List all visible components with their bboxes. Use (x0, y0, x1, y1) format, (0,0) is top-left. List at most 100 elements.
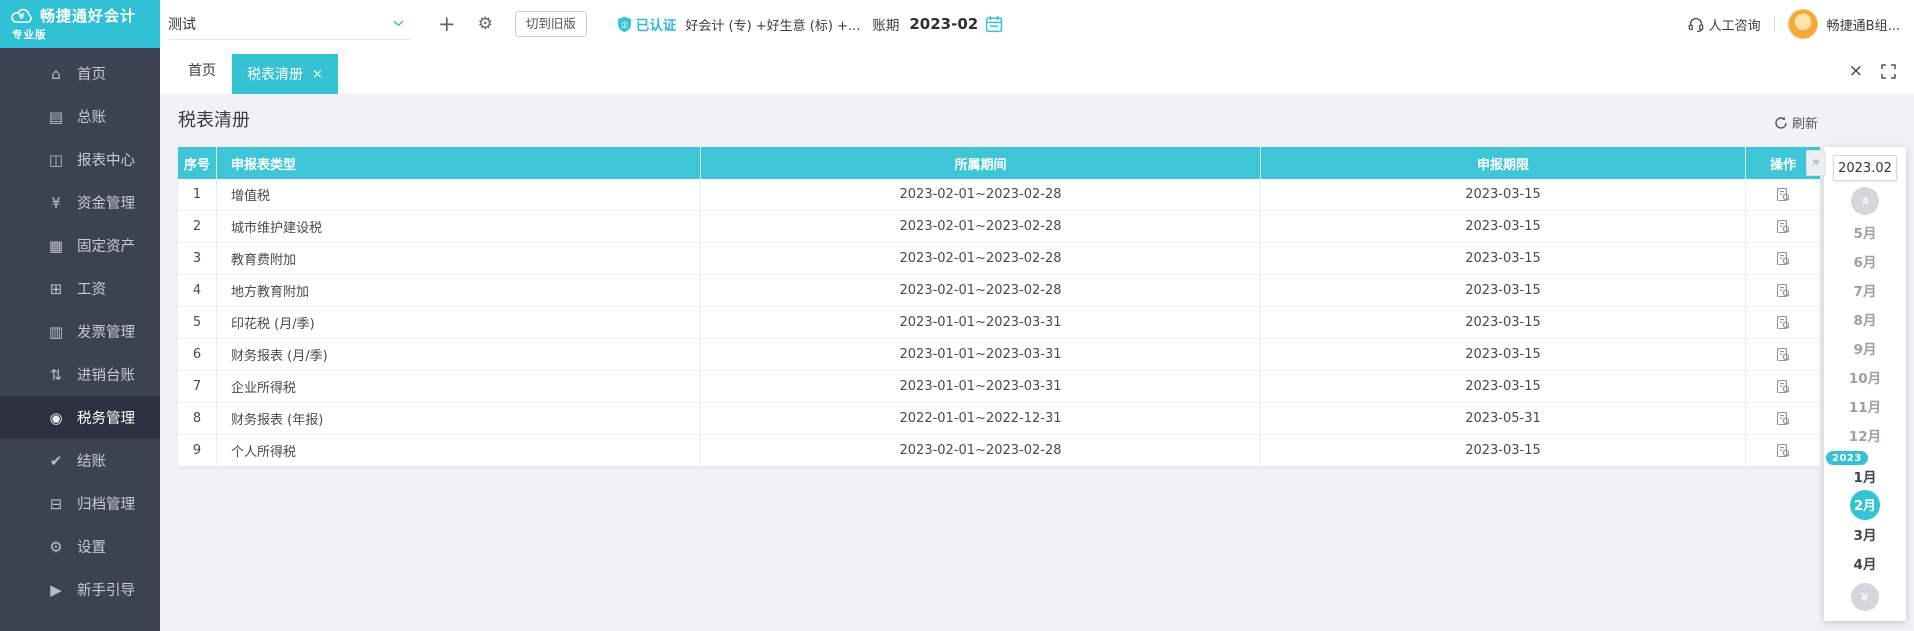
table-row: 8 财务报表 (年报) 2022-01-01~2022-12-31 2023-05-3… (178, 403, 1820, 435)
table-header-row: 序号 申报表类型 所属期间 申报期限 操作 (178, 147, 1820, 179)
support-link[interactable]: 人工咨询 (1688, 15, 1761, 34)
sidebar-item-label: 进销台账 (77, 368, 135, 384)
view-report-icon[interactable] (1775, 315, 1791, 331)
current-period-display[interactable]: 2023.02 (1833, 155, 1897, 181)
period-range: 2023-02-01~2023-02-28 (700, 435, 1260, 466)
row-number: 4 (192, 283, 202, 298)
double-chevron-right-icon[interactable]: » (1806, 150, 1826, 176)
table-row: 5 印花税 (月/季) 2023-01-01~2023-03-31 2023-03-1… (178, 307, 1820, 339)
sidebar-item-label: 归档管理 (77, 497, 135, 513)
sidebar-item-label: 固定资产 (77, 239, 135, 255)
switch-old-version-button[interactable]: 切到旧版 (514, 11, 587, 37)
month-item[interactable]: 6月 (1853, 254, 1877, 271)
main-content: 税表清册 刷新 序号 申报表类型 所属期间 申报期限 操作 1 增值税 2023-02-01~… (160, 94, 1914, 631)
refresh-label: 刷新 (1791, 117, 1818, 132)
sidebar-item[interactable]: ¥ 资金管理 (0, 181, 160, 224)
row-number: 7 (192, 379, 202, 394)
view-report-icon[interactable] (1775, 347, 1791, 363)
month-item[interactable]: 9月 (1853, 341, 1877, 358)
deadline: 2023-03-15 (1260, 307, 1745, 338)
table-row: 6 财务报表 (月/季) 2023-01-01~2023-03-31 2023-03-… (178, 339, 1820, 371)
deadline: 2023-03-15 (1260, 275, 1745, 306)
close-icon[interactable]: × (1848, 60, 1863, 81)
sidebar-item[interactable]: ✔ 结账 (0, 439, 160, 482)
sidebar-item[interactable]: ▶ 新手引导 (0, 568, 160, 611)
view-report-icon[interactable] (1775, 251, 1791, 267)
view-report-icon[interactable] (1775, 411, 1791, 427)
guide-icon: ▶ (50, 580, 62, 599)
month-item[interactable]: 1月 (1853, 469, 1877, 486)
month-item[interactable]: 7月 (1853, 283, 1877, 300)
cloud-yuan-icon: ¥ (10, 7, 34, 24)
sidebar-item[interactable]: ⚙ 设置 (0, 525, 160, 568)
action-cell (1745, 243, 1820, 274)
sidebar-item[interactable]: ▥ 发票管理 (0, 310, 160, 353)
sidebar-item[interactable]: ⊟ 归档管理 (0, 482, 160, 525)
month-item[interactable]: 10月 (1848, 370, 1882, 387)
view-report-icon[interactable] (1775, 379, 1791, 395)
table-row: 2 城市维护建设税 2023-02-01~2023-02-28 2023-03-15 (178, 211, 1820, 243)
user-name[interactable]: 畅捷通B组... (1826, 18, 1900, 34)
sidebar-item[interactable]: ⇅ 进销台账 (0, 353, 160, 396)
tax-icon: ◉ (49, 408, 63, 427)
sidebar-item[interactable]: ⊞ 工资 (0, 267, 160, 310)
tab-item[interactable]: 首页 (172, 48, 232, 94)
report-type: 增值税 (216, 179, 700, 210)
view-report-icon[interactable] (1775, 187, 1791, 203)
table-row: 4 地方教育附加 2023-02-01~2023-02-28 2023-03-15 (178, 275, 1820, 307)
calendar-icon[interactable] (985, 15, 1003, 33)
view-report-icon[interactable] (1775, 443, 1791, 459)
deadline: 2023-05-31 (1260, 403, 1745, 434)
sidebar-item[interactable]: ⌂ 首页 (0, 52, 160, 95)
certified-label: 已认证 (635, 18, 677, 34)
table-row: 1 增值税 2023-02-01~2023-02-28 2023-03-15 (178, 179, 1820, 211)
chevron-down-icon (393, 20, 404, 27)
gear-icon[interactable]: ⚙ (477, 13, 493, 34)
headset-icon (1688, 16, 1704, 32)
funds-icon: ¥ (51, 193, 61, 212)
sidebar-item-label: 工资 (77, 282, 106, 298)
sidebar-item[interactable]: ▦ 固定资产 (0, 224, 160, 267)
period-picker-panel: 2023.02 » 5月 6月 7月 8月 9月 10月 11月 12月 2023 1月 2月 3月 4… (1824, 147, 1906, 621)
view-report-icon[interactable] (1775, 219, 1791, 235)
period-range: 2023-02-01~2023-02-28 (700, 243, 1260, 274)
support-label: 人工咨询 (1708, 18, 1761, 34)
period-value[interactable]: 2023-02 (909, 15, 979, 33)
view-report-icon[interactable] (1775, 283, 1791, 299)
double-chevron-up-icon[interactable]: » (1851, 187, 1879, 215)
certified-badge: 企 已认证 (617, 14, 677, 34)
double-chevron-down-icon[interactable]: » (1851, 583, 1879, 611)
tab-active[interactable]: 税表清册 × (232, 54, 338, 94)
action-cell (1745, 371, 1820, 402)
settings-icon: ⚙ (49, 537, 63, 556)
tab-label: 税表清册 (247, 67, 303, 83)
account-select[interactable]: 测试 (168, 8, 410, 40)
deadline: 2023-03-15 (1260, 371, 1745, 402)
month-item[interactable]: 12月 (1848, 428, 1882, 445)
refresh-button[interactable]: 刷新 (1774, 113, 1818, 132)
report-center-icon: ◫ (48, 150, 64, 169)
month-list: 5月 6月 7月 8月 9月 10月 11月 12月 2023 1月 2月 3月 4月 (1824, 217, 1906, 577)
month-item[interactable]: 5月 (1853, 225, 1877, 242)
shield-certified-icon: 企 (617, 16, 632, 33)
avatar[interactable] (1787, 9, 1818, 39)
month-item[interactable]: 8月 (1853, 312, 1877, 329)
sidebar-item-label: 税务管理 (77, 411, 135, 427)
sidebar-item[interactable]: ◫ 报表中心 (0, 138, 160, 181)
plus-icon[interactable]: + (438, 11, 456, 36)
sidebar-nav: ⌂ 首页 ▤ 总账 ◫ 报表中心 ¥ 资金管理 ▦ 固定资产 ⊞ 工资 ▥ 发票管理 ⇅ 进销台账 ◉ 税务管理 ✔… (0, 52, 160, 611)
month-item[interactable]: 2月 (1824, 489, 1906, 520)
tax-form-table: 序号 申报表类型 所属期间 申报期限 操作 1 增值税 2023-02-01~2023-02-… (178, 147, 1820, 467)
sidebar-item[interactable]: ◉ 税务管理 (0, 396, 160, 439)
action-cell (1745, 275, 1820, 306)
tab-close-icon[interactable]: × (312, 66, 323, 82)
sidebar-item-label: 设置 (77, 540, 106, 556)
month-item[interactable]: 11月 (1848, 399, 1882, 416)
sidebar-item-label: 资金管理 (77, 196, 135, 212)
month-item[interactable]: 3月 (1853, 527, 1877, 544)
sidebar-item[interactable]: ▤ 总账 (0, 95, 160, 138)
deadline: 2023-03-15 (1260, 211, 1745, 242)
fullscreen-icon[interactable] (1881, 63, 1896, 79)
month-item[interactable]: 4月 (1853, 556, 1877, 573)
svg-text:¥: ¥ (19, 11, 26, 21)
